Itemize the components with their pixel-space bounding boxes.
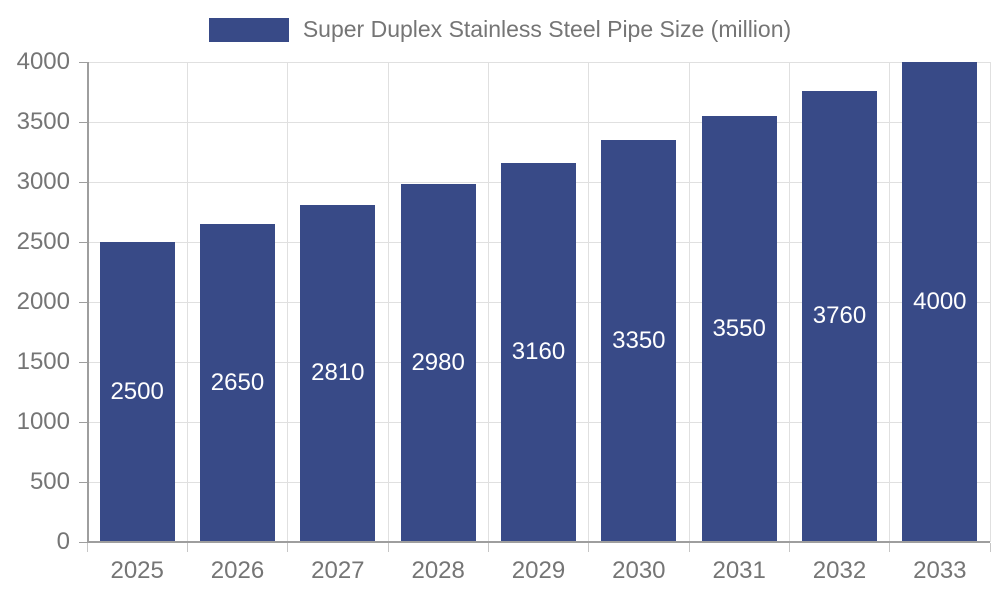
- y-axis-tick-label: 4000: [16, 48, 70, 75]
- bar-value-label: 2810: [311, 359, 365, 387]
- x-axis-label: 2026: [210, 557, 265, 584]
- h-gridline: [87, 61, 990, 63]
- x-axis-line: [87, 541, 990, 543]
- x-axis-tick: [588, 543, 590, 552]
- x-axis-label: 2028: [411, 557, 465, 584]
- x-axis-label: 2025: [110, 557, 164, 584]
- v-gridline: [688, 62, 690, 542]
- y-axis-tick: [79, 301, 87, 303]
- x-axis-tick: [186, 543, 188, 552]
- x-axis-label: 2032: [812, 557, 867, 584]
- y-axis-tick-label: 3500: [16, 108, 70, 135]
- bar-value-label: 4000: [913, 288, 967, 315]
- x-axis-tick: [688, 543, 690, 552]
- y-axis-tick: [79, 121, 87, 123]
- bar[interactable]: 2810: [300, 204, 376, 542]
- bar[interactable]: 3160: [501, 162, 576, 542]
- x-axis-tick: [287, 543, 289, 552]
- x-axis-label: 2027: [311, 557, 365, 584]
- x-axis-label: 2029: [511, 557, 566, 584]
- bar[interactable]: 2500: [99, 242, 175, 542]
- v-gridline: [788, 62, 790, 542]
- v-gridline: [287, 62, 289, 542]
- y-axis-tick-label: 3000: [16, 168, 70, 195]
- x-axis-label: 2031: [712, 557, 766, 584]
- h-gridline: [87, 121, 990, 123]
- v-gridline: [588, 62, 590, 542]
- bar-value-label: 2980: [411, 349, 465, 377]
- y-axis-tick: [79, 61, 87, 63]
- bar-value-label: 3550: [712, 315, 766, 342]
- y-axis-tick-label: 0: [56, 528, 70, 555]
- bar-value-label: 2500: [110, 378, 164, 405]
- x-axis-tick: [788, 543, 790, 552]
- bar[interactable]: 2650: [200, 224, 275, 542]
- y-axis-tick-label: 2500: [16, 228, 70, 255]
- bar[interactable]: 4000: [902, 62, 978, 542]
- x-axis-label: 2033: [913, 557, 967, 584]
- y-axis-tick-label: 1500: [16, 348, 70, 375]
- y-axis-tick: [79, 541, 87, 543]
- plot-area: 2500 2650 2810 2980 3160 3350 3550 3760 4000: [79, 61, 991, 552]
- x-axis-tick: [387, 543, 389, 552]
- x-axis-label: 2030: [612, 557, 666, 584]
- y-axis-tick-label: 500: [29, 468, 70, 495]
- y-axis-tick-label: 2000: [16, 288, 70, 315]
- v-gridline: [487, 62, 489, 542]
- v-gridline: [186, 62, 188, 542]
- y-axis-tick: [79, 361, 87, 363]
- bar-value-label: 3760: [812, 302, 867, 330]
- v-gridline: [889, 62, 891, 542]
- legend-label: Super Duplex Stainless Steel Pipe Size (…: [302, 16, 792, 42]
- legend-swatch: [208, 17, 289, 42]
- bar-value-label: 3350: [612, 327, 666, 354]
- v-gridline: [989, 62, 991, 542]
- x-axis-tick: [989, 543, 991, 552]
- y-axis-line: [87, 62, 89, 542]
- x-axis-tick: [889, 543, 891, 552]
- y-axis-tick: [79, 181, 87, 183]
- bar-value-label: 3160: [511, 338, 566, 366]
- bar[interactable]: 3550: [701, 116, 777, 542]
- bar[interactable]: 3350: [601, 140, 677, 542]
- x-axis-tick: [86, 543, 88, 552]
- bar[interactable]: 2980: [400, 184, 476, 542]
- legend-item[interactable]: Super Duplex Stainless Steel Pipe Size (…: [0, 16, 1000, 43]
- y-axis-tick: [79, 481, 87, 483]
- bar[interactable]: 3760: [802, 90, 877, 542]
- bar-value-label: 2650: [210, 369, 265, 396]
- y-axis-tick: [79, 421, 87, 423]
- y-axis-tick: [79, 241, 87, 243]
- y-axis-tick-label: 1000: [16, 408, 70, 435]
- x-axis-tick: [487, 543, 489, 552]
- v-gridline: [387, 62, 389, 542]
